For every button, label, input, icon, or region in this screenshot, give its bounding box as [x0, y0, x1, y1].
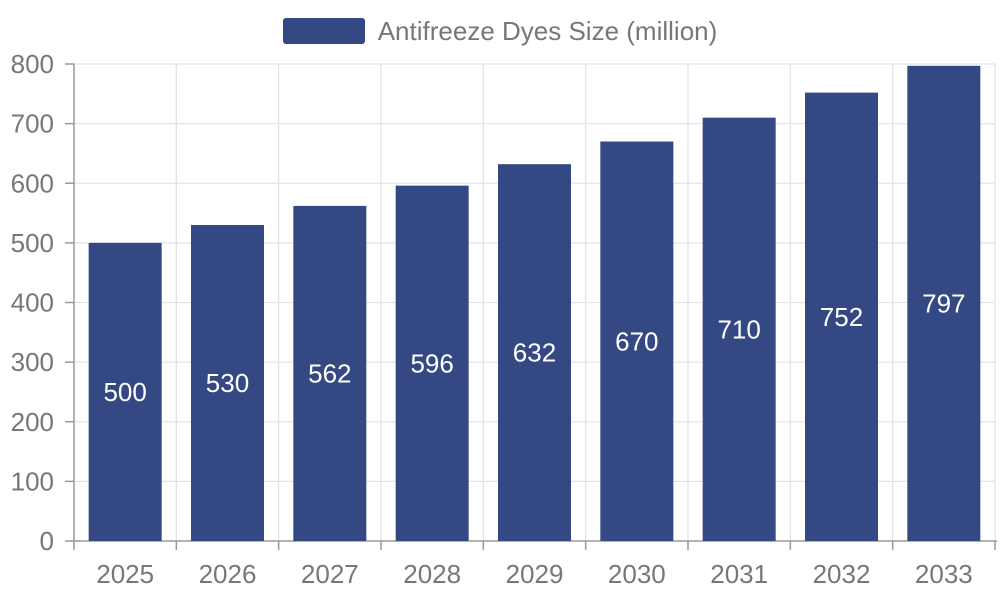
x-axis-label: 2033: [915, 559, 973, 589]
bar[interactable]: [907, 65, 981, 541]
bar-value-label: 797: [922, 288, 965, 318]
y-axis-label: 100: [11, 466, 54, 496]
x-axis-label: 2032: [813, 559, 871, 589]
x-axis-label: 2028: [403, 559, 461, 589]
bar-value-label: 670: [615, 326, 658, 356]
bar[interactable]: [88, 242, 162, 541]
x-axis-label: 2026: [199, 559, 257, 589]
y-axis-label: 600: [11, 168, 54, 198]
bar[interactable]: [395, 185, 469, 541]
bar-value-label: 632: [513, 338, 556, 368]
x-axis-label: 2031: [710, 559, 768, 589]
bar-value-label: 500: [103, 377, 146, 407]
bar-value-label: 562: [308, 358, 351, 388]
bar[interactable]: [498, 164, 571, 542]
legend-swatch: [282, 18, 365, 44]
bar[interactable]: [191, 224, 264, 542]
y-axis-label: 400: [11, 288, 54, 318]
bar[interactable]: [702, 117, 776, 541]
y-axis-label: 700: [11, 109, 54, 139]
y-axis-label: 800: [11, 49, 54, 79]
y-axis-label: 500: [11, 228, 54, 258]
x-axis-label: 2029: [506, 559, 564, 589]
bar[interactable]: [600, 141, 674, 541]
x-axis-label: 2030: [608, 559, 666, 589]
bar-value-label: 530: [206, 368, 249, 398]
legend-label: Antifreeze Dyes Size (million): [377, 16, 718, 46]
bar-value-label: 710: [717, 314, 760, 344]
bar-value-label: 596: [410, 348, 453, 378]
bar[interactable]: [293, 205, 367, 541]
y-axis-label: 300: [11, 347, 54, 377]
x-axis-label: 2025: [96, 559, 154, 589]
y-axis-label: 0: [40, 526, 54, 556]
legend[interactable]: Antifreeze Dyes Size (million): [0, 16, 1000, 46]
bar[interactable]: [805, 92, 878, 542]
y-axis-label: 200: [11, 407, 54, 437]
x-axis-label: 2027: [301, 559, 359, 589]
bar-value-label: 752: [820, 302, 863, 332]
